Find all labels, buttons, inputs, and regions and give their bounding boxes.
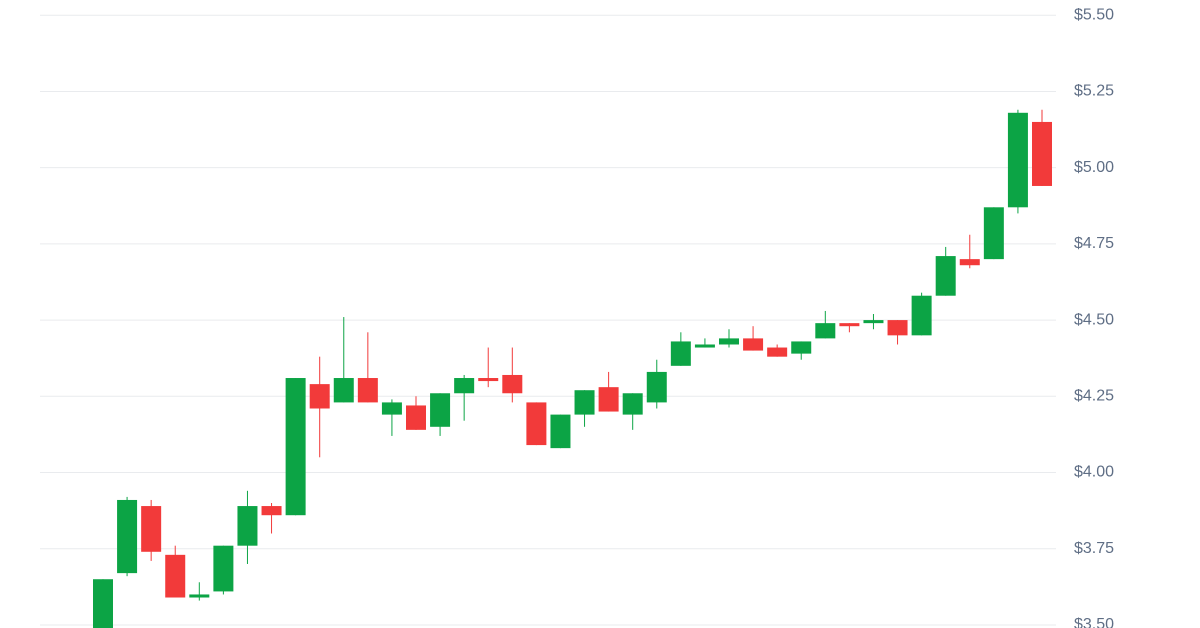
candle-body (622, 393, 643, 415)
candle-body (478, 378, 499, 382)
candle-body (261, 506, 282, 516)
candle-body (743, 338, 764, 351)
y-tick-label: $5.00 (1074, 159, 1114, 176)
y-tick-label: $3.75 (1074, 540, 1114, 557)
candle-body (454, 378, 475, 394)
candle-body (189, 594, 210, 598)
y-tick-label: $4.50 (1074, 311, 1114, 328)
y-tick-label: $4.25 (1074, 388, 1114, 405)
candle-body (141, 506, 162, 552)
candle-body (550, 414, 571, 449)
candle-body (213, 545, 234, 592)
candle-body (574, 390, 595, 415)
candle-body (670, 341, 691, 366)
candle-body (791, 341, 812, 354)
candle-body (165, 554, 186, 598)
candle-body (935, 256, 956, 296)
candle-body (1007, 112, 1028, 208)
candle-body (983, 207, 1004, 260)
candle-body (863, 320, 884, 324)
candle-body (237, 506, 258, 546)
y-tick-label: $5.50 (1074, 6, 1114, 23)
candle-body (93, 579, 113, 628)
candle-body (406, 405, 426, 430)
candle-body (309, 384, 330, 409)
candle-body (333, 378, 354, 403)
candle-body (694, 344, 715, 348)
candle-body (959, 259, 980, 266)
candle-body (719, 338, 739, 345)
candle-body (815, 323, 836, 339)
candle-body (1032, 121, 1052, 186)
candle-body (117, 499, 138, 574)
y-tick-label: $4.75 (1074, 235, 1114, 252)
candle-body (285, 378, 306, 516)
y-tick-label: $3.50 (1074, 616, 1114, 628)
candle-body (357, 378, 378, 403)
candle-body (887, 320, 908, 336)
candle-body (430, 393, 451, 427)
candle-body (526, 402, 547, 446)
candle-body (381, 402, 402, 415)
candle-body (502, 374, 523, 394)
y-tick-label: $5.25 (1074, 83, 1114, 100)
y-tick-label: $4.00 (1074, 464, 1114, 481)
candle-body (646, 371, 667, 403)
candle-body (598, 387, 619, 412)
candle-body (767, 347, 788, 357)
candle-body (839, 323, 860, 327)
candle-body (911, 295, 932, 336)
